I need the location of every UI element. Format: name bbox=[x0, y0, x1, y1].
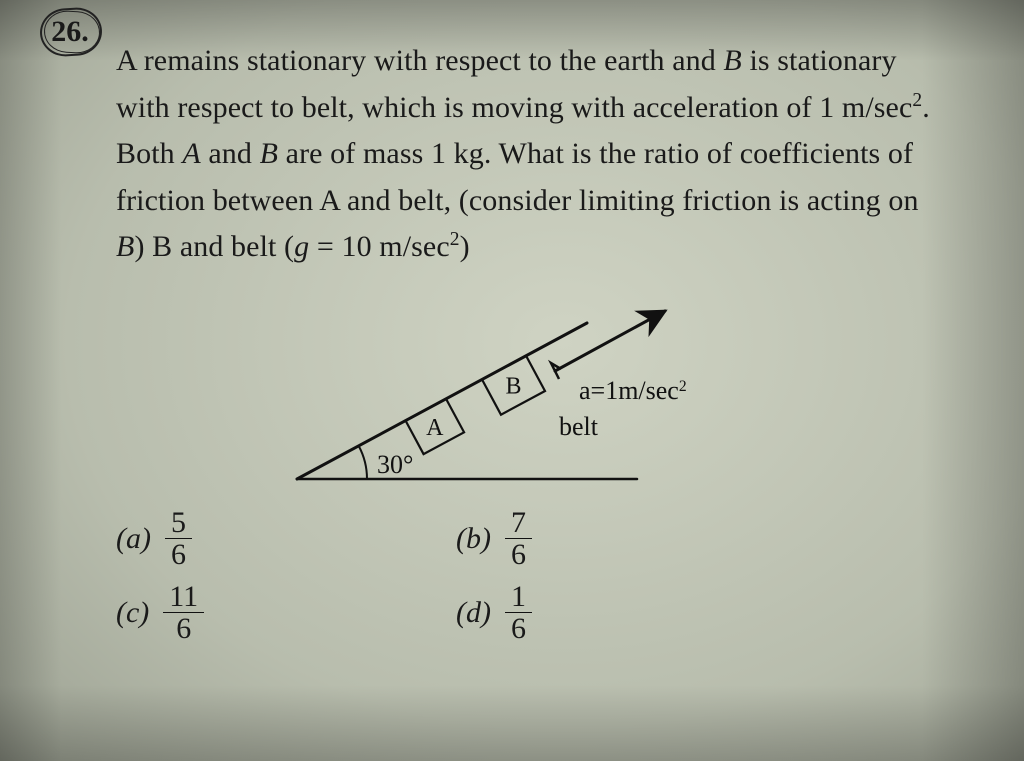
question-number-badge: 26. bbox=[38, 6, 102, 58]
var-b: B bbox=[260, 137, 278, 170]
superscript: 2 bbox=[450, 229, 460, 250]
fraction-numerator: 7 bbox=[505, 507, 532, 540]
var-a: A bbox=[182, 137, 200, 170]
fraction-numerator: 1 bbox=[505, 581, 532, 614]
fraction: 11 6 bbox=[163, 581, 204, 645]
text-seg: ) bbox=[460, 230, 470, 263]
text-seg: A remains stationary with respect to the… bbox=[116, 44, 723, 77]
option-label: (d) bbox=[456, 596, 491, 630]
text-seg: = 10 m/sec bbox=[309, 230, 450, 263]
svg-text:30°: 30° bbox=[377, 450, 413, 479]
fraction-denominator: 6 bbox=[170, 613, 197, 645]
page-root: 26. A remains stationary with respect to… bbox=[0, 0, 1024, 761]
option-d: (d) 1 6 bbox=[456, 581, 716, 645]
superscript: 2 bbox=[912, 90, 922, 111]
svg-text:belt: belt bbox=[559, 412, 599, 441]
option-c: (c) 11 6 bbox=[116, 581, 416, 645]
svg-text:a=1m/sec2: a=1m/sec2 bbox=[579, 376, 687, 405]
fraction-numerator: 5 bbox=[165, 507, 192, 540]
option-label: (a) bbox=[116, 522, 151, 556]
option-label: (c) bbox=[116, 596, 149, 630]
text-seg: and bbox=[201, 137, 260, 170]
var-g: g bbox=[294, 230, 309, 263]
question-number: 26. bbox=[38, 6, 102, 58]
fraction-denominator: 6 bbox=[165, 539, 192, 571]
fraction: 5 6 bbox=[165, 507, 192, 571]
fraction-numerator: 11 bbox=[163, 581, 204, 614]
option-a: (a) 5 6 bbox=[116, 507, 416, 571]
option-label: (b) bbox=[456, 522, 491, 556]
problem-text: A remains stationary with respect to the… bbox=[116, 38, 934, 271]
svg-text:B: B bbox=[505, 373, 521, 399]
var-b: B bbox=[723, 44, 741, 77]
fraction: 7 6 bbox=[505, 507, 532, 571]
fraction: 1 6 bbox=[505, 581, 532, 645]
var-b: B bbox=[116, 230, 134, 263]
answer-options: (a) 5 6 (b) 7 6 (c) 11 6 (d) 1 6 bbox=[116, 507, 934, 645]
option-b: (b) 7 6 bbox=[456, 507, 716, 571]
fraction-denominator: 6 bbox=[505, 613, 532, 645]
text-seg: ) B and belt ( bbox=[134, 230, 294, 263]
svg-text:A: A bbox=[426, 414, 444, 440]
fraction-denominator: 6 bbox=[505, 539, 532, 571]
problem-figure: 30° A Ba=1m/sec2 belt bbox=[257, 301, 717, 501]
